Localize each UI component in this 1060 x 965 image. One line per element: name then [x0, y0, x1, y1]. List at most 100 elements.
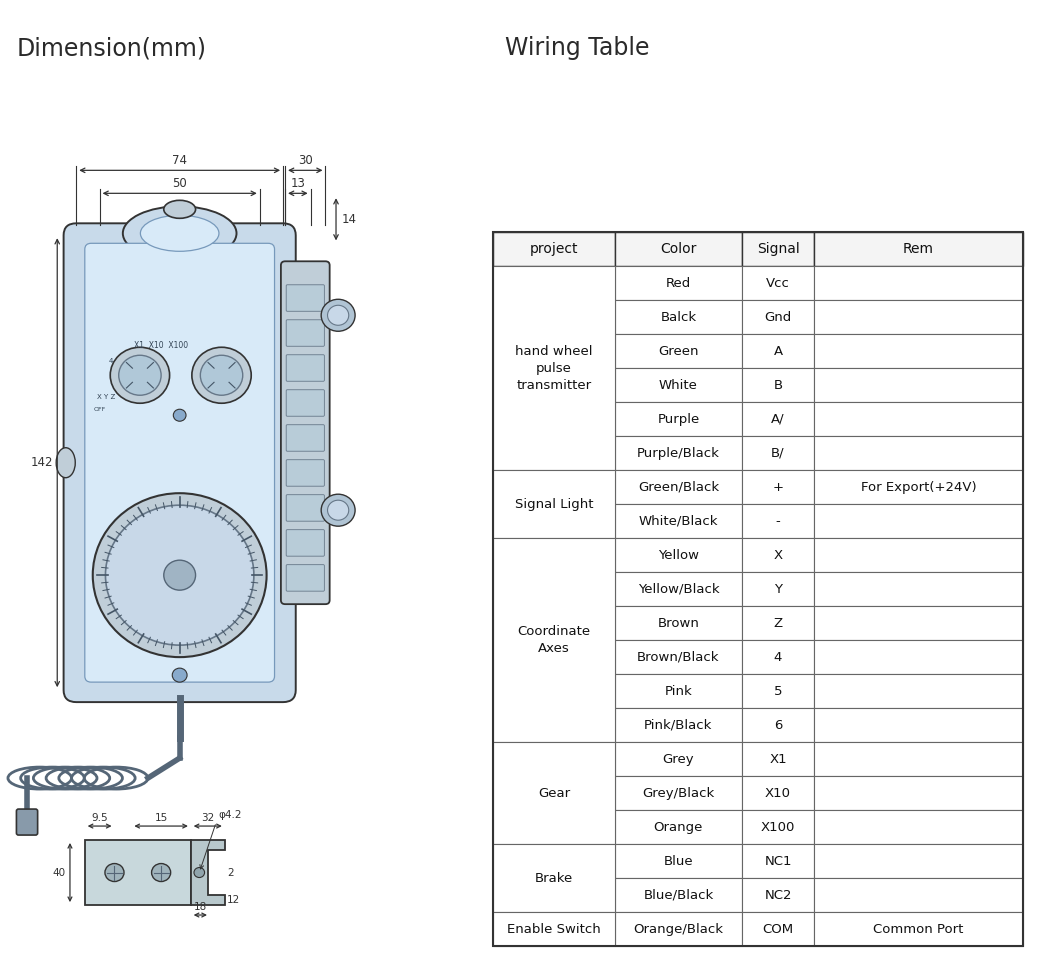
Text: φ4.2: φ4.2	[218, 810, 242, 820]
Bar	[742, 538, 814, 572]
Text: 30: 30	[298, 154, 313, 167]
Text: Y: Y	[774, 583, 782, 595]
Bar	[615, 334, 742, 369]
Text: Grey: Grey	[662, 753, 694, 765]
Text: Orange/Black: Orange/Black	[634, 923, 723, 935]
Text: hand wheel
pulse
transmitter: hand wheel pulse transmitter	[515, 345, 593, 392]
Bar	[615, 402, 742, 436]
Bar	[814, 538, 1023, 572]
Bar	[742, 708, 814, 742]
FancyBboxPatch shape	[17, 809, 38, 835]
Bar	[814, 436, 1023, 470]
FancyBboxPatch shape	[286, 390, 324, 416]
Text: project: project	[530, 242, 578, 257]
Text: 18: 18	[194, 902, 207, 912]
Text: X1: X1	[770, 753, 787, 765]
Bar	[742, 878, 814, 912]
Text: 6: 6	[774, 719, 782, 731]
Text: White: White	[659, 378, 697, 392]
FancyBboxPatch shape	[286, 319, 324, 346]
Bar	[814, 742, 1023, 776]
Bar	[814, 233, 1023, 266]
Circle shape	[194, 868, 205, 877]
Circle shape	[119, 355, 161, 396]
Circle shape	[321, 494, 355, 526]
Bar	[615, 233, 742, 266]
Bar	[814, 675, 1023, 708]
Text: Purple/Black: Purple/Black	[637, 447, 720, 459]
Bar	[742, 742, 814, 776]
Text: X Y Z: X Y Z	[96, 395, 116, 400]
Text: Signal: Signal	[757, 242, 799, 257]
Text: 12: 12	[227, 895, 240, 905]
Circle shape	[163, 560, 196, 591]
Bar	[493, 233, 615, 266]
FancyBboxPatch shape	[286, 285, 324, 312]
Text: A/: A/	[772, 413, 784, 426]
Text: Coordinate
Axes: Coordinate Axes	[517, 625, 590, 655]
Text: Red: Red	[666, 277, 691, 290]
Bar	[814, 810, 1023, 844]
Text: Z: Z	[774, 617, 782, 629]
FancyBboxPatch shape	[286, 459, 324, 486]
Bar	[742, 640, 814, 675]
Bar	[615, 504, 742, 538]
Bar	[493, 538, 615, 742]
FancyBboxPatch shape	[85, 243, 275, 682]
FancyBboxPatch shape	[64, 223, 296, 703]
FancyBboxPatch shape	[286, 495, 324, 521]
Text: Yellow/Black: Yellow/Black	[637, 583, 720, 595]
Bar	[814, 470, 1023, 504]
Circle shape	[93, 493, 267, 657]
Text: Color: Color	[660, 242, 696, 257]
Bar	[742, 606, 814, 640]
Text: Yellow: Yellow	[658, 549, 699, 562]
Bar	[742, 369, 814, 402]
Text: White/Black: White/Black	[638, 514, 719, 528]
Bar	[814, 504, 1023, 538]
Bar	[742, 844, 814, 878]
Text: 5: 5	[774, 684, 782, 698]
Text: -: -	[776, 514, 780, 528]
Bar	[493, 844, 615, 912]
Text: Rem: Rem	[903, 242, 934, 257]
Text: X1  X10  X100: X1 X10 X100	[134, 341, 188, 349]
Ellipse shape	[56, 448, 75, 478]
Bar	[493, 470, 615, 538]
Text: A: A	[774, 345, 782, 358]
Bar	[742, 334, 814, 369]
Text: Blue/Black: Blue/Black	[643, 889, 713, 901]
Circle shape	[106, 506, 254, 646]
Circle shape	[328, 500, 349, 520]
Bar	[615, 436, 742, 470]
Bar	[742, 233, 814, 266]
Bar	[615, 369, 742, 402]
Text: 40: 40	[53, 868, 66, 877]
Bar	[615, 266, 742, 300]
Bar	[814, 844, 1023, 878]
Bar	[742, 300, 814, 334]
Bar	[742, 810, 814, 844]
Text: Green: Green	[658, 345, 699, 358]
Text: 13: 13	[290, 178, 305, 190]
Text: Pink/Black: Pink/Black	[644, 719, 712, 731]
Bar	[493, 912, 615, 946]
Bar	[814, 640, 1023, 675]
Text: COM: COM	[762, 923, 794, 935]
Bar	[615, 776, 742, 810]
Text: 142: 142	[31, 456, 53, 469]
Bar	[814, 912, 1023, 946]
Bar	[814, 606, 1023, 640]
Text: Brake: Brake	[534, 871, 573, 885]
Ellipse shape	[123, 207, 236, 261]
Ellipse shape	[140, 215, 219, 251]
Circle shape	[110, 347, 170, 403]
Bar	[742, 675, 814, 708]
Bar	[742, 402, 814, 436]
Bar	[615, 844, 742, 878]
Bar	[814, 776, 1023, 810]
Bar	[615, 572, 742, 606]
Text: Green/Black: Green/Black	[638, 481, 719, 494]
Ellipse shape	[163, 201, 196, 218]
Bar	[493, 266, 615, 470]
